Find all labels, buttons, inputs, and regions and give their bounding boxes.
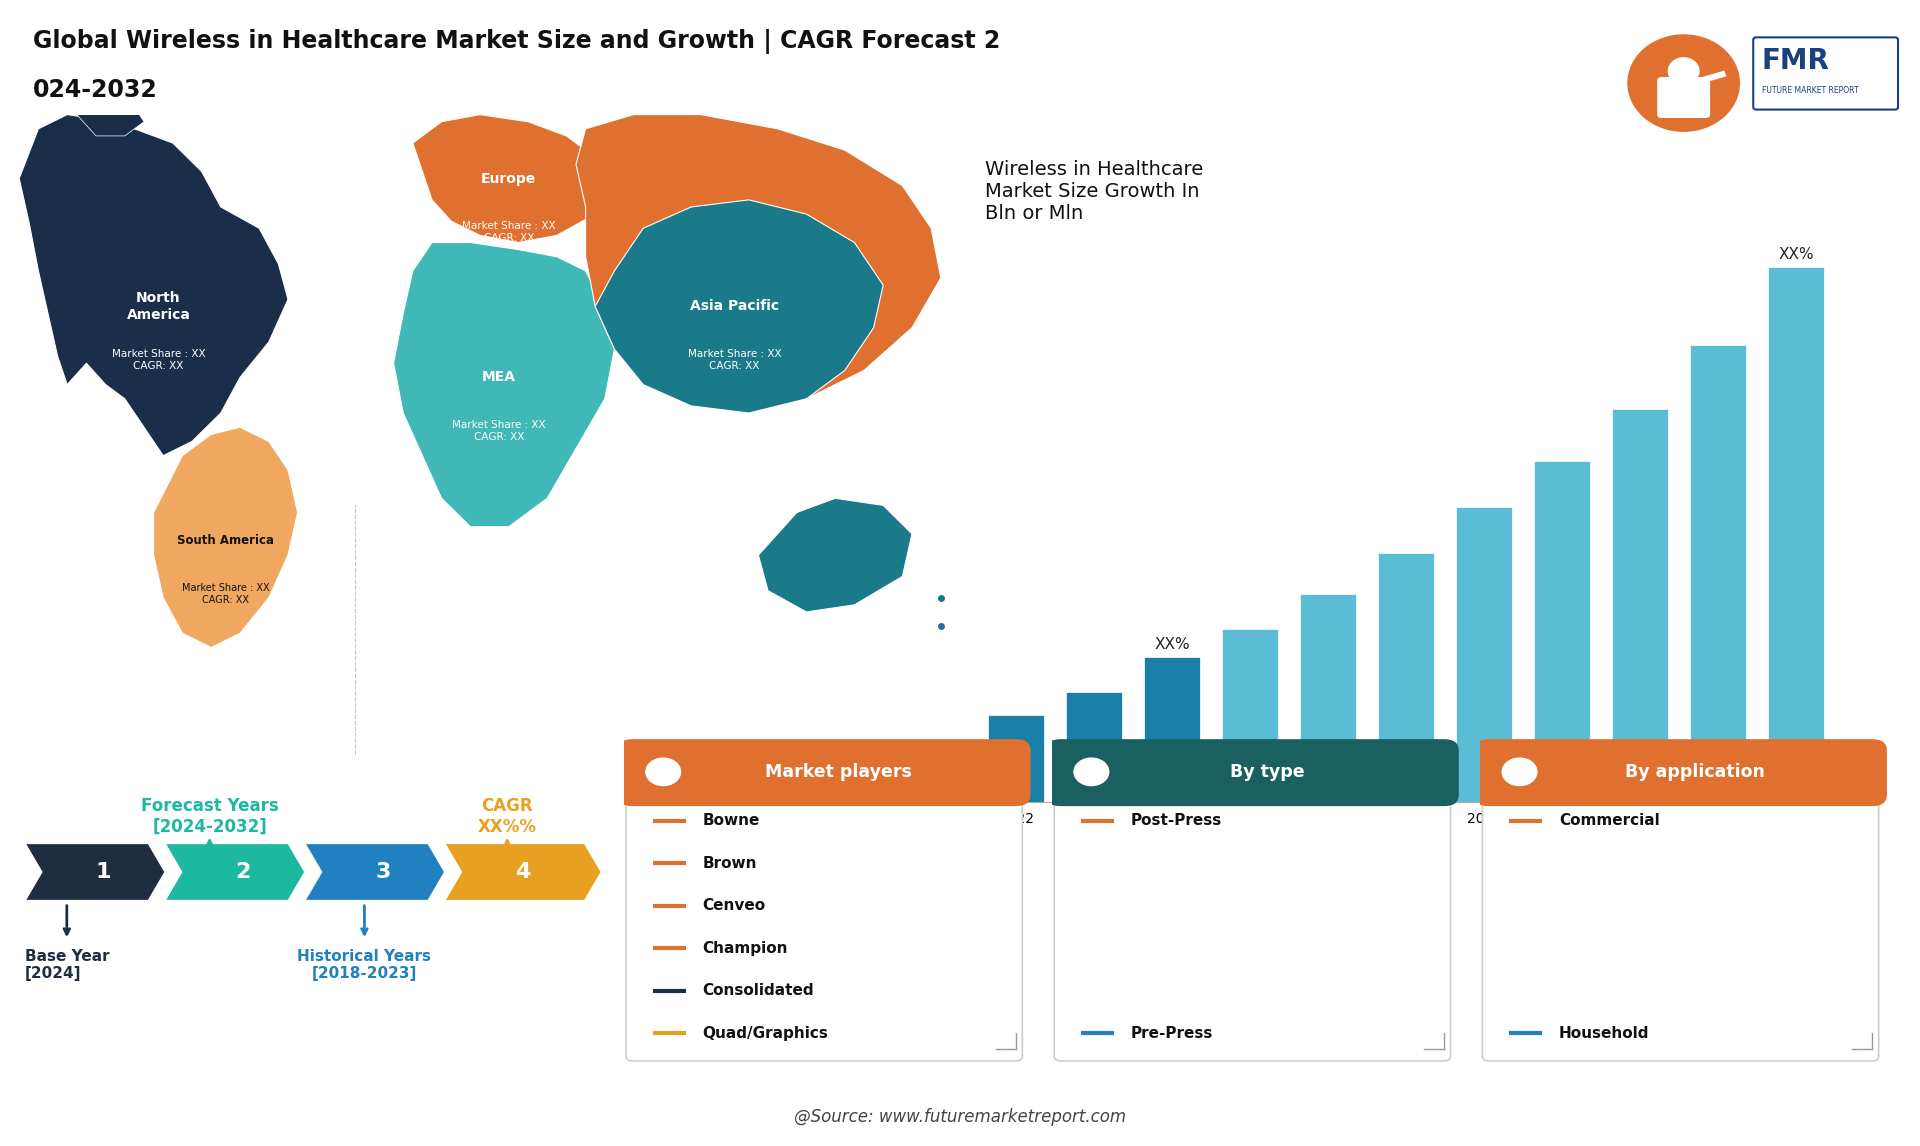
Bar: [1066, 692, 1123, 802]
Circle shape: [1073, 759, 1108, 785]
Text: Post-Press: Post-Press: [1131, 814, 1221, 829]
Bar: [1768, 267, 1824, 802]
FancyBboxPatch shape: [1046, 739, 1459, 806]
Text: FMR: FMR: [1763, 47, 1830, 76]
Text: CAGR
XX%%: CAGR XX%%: [478, 798, 538, 837]
Text: By type: By type: [1229, 763, 1304, 780]
Text: Consolidated: Consolidated: [703, 983, 814, 998]
Text: By application: By application: [1624, 763, 1764, 780]
FancyBboxPatch shape: [626, 800, 1021, 1061]
FancyBboxPatch shape: [1482, 800, 1878, 1061]
Polygon shape: [165, 843, 305, 901]
Bar: [989, 715, 1044, 802]
Polygon shape: [305, 843, 445, 901]
FancyBboxPatch shape: [1054, 800, 1450, 1061]
Text: 1: 1: [96, 862, 111, 882]
Polygon shape: [154, 427, 298, 647]
Bar: [1300, 594, 1356, 802]
FancyArrow shape: [1699, 71, 1726, 84]
Polygon shape: [758, 499, 912, 612]
Bar: [1144, 658, 1200, 802]
Text: Market Share : XX
CAGR: XX: Market Share : XX CAGR: XX: [453, 419, 545, 441]
Polygon shape: [394, 243, 614, 527]
Text: 4: 4: [515, 862, 530, 882]
Polygon shape: [413, 115, 614, 243]
Text: @Source: www.futuremarketreport.com: @Source: www.futuremarketreport.com: [795, 1108, 1125, 1127]
Text: Cenveo: Cenveo: [703, 898, 766, 913]
Text: Asia Pacific: Asia Pacific: [689, 299, 780, 314]
Text: Commercial: Commercial: [1559, 814, 1659, 829]
Text: Base Year
[2024]: Base Year [2024]: [25, 949, 109, 981]
Text: Champion: Champion: [703, 941, 787, 956]
Bar: [1379, 554, 1434, 802]
Text: Forecast Years
[2024-2032]: Forecast Years [2024-2032]: [140, 798, 278, 837]
FancyBboxPatch shape: [618, 739, 1031, 806]
Text: 3: 3: [376, 862, 392, 882]
FancyBboxPatch shape: [1475, 739, 1887, 806]
Text: XX%: XX%: [1778, 246, 1814, 261]
Bar: [1534, 461, 1590, 802]
Polygon shape: [25, 843, 165, 901]
Text: Brown: Brown: [703, 856, 756, 871]
Text: Market Share : XX
CAGR: XX: Market Share : XX CAGR: XX: [687, 348, 781, 370]
Polygon shape: [595, 199, 883, 413]
Text: South America: South America: [177, 534, 275, 548]
Text: Household: Household: [1559, 1026, 1649, 1041]
Text: Historical Years
[2018-2023]: Historical Years [2018-2023]: [298, 949, 432, 981]
Text: XX%: XX%: [1154, 637, 1190, 652]
Text: 2: 2: [236, 862, 252, 882]
Text: North
America: North America: [127, 291, 190, 322]
Text: Market Share : XX
CAGR: XX: Market Share : XX CAGR: XX: [111, 348, 205, 370]
FancyBboxPatch shape: [1657, 77, 1711, 118]
Text: Quad/Graphics: Quad/Graphics: [703, 1026, 828, 1041]
Bar: [1690, 345, 1747, 802]
Text: Europe: Europe: [482, 172, 536, 186]
Polygon shape: [576, 115, 941, 413]
Circle shape: [645, 759, 680, 785]
Polygon shape: [77, 101, 144, 136]
Circle shape: [1628, 34, 1740, 132]
Text: Global Wireless in Healthcare Market Size and Growth | CAGR Forecast 2: Global Wireless in Healthcare Market Siz…: [33, 29, 1000, 54]
Text: Market players: Market players: [766, 763, 912, 780]
Text: Market Share : XX
CAGR: XX: Market Share : XX CAGR: XX: [463, 221, 555, 243]
Text: 024-2032: 024-2032: [33, 78, 157, 102]
Text: Market Share : XX
CAGR: XX: Market Share : XX CAGR: XX: [182, 583, 269, 605]
Bar: [1455, 507, 1513, 802]
Text: FUTURE MARKET REPORT: FUTURE MARKET REPORT: [1763, 86, 1859, 95]
Bar: [1613, 409, 1668, 802]
Text: Bowne: Bowne: [703, 814, 760, 829]
Text: Pre-Press: Pre-Press: [1131, 1026, 1213, 1041]
Polygon shape: [19, 115, 288, 456]
Polygon shape: [445, 843, 601, 901]
Bar: [1223, 628, 1279, 802]
Circle shape: [1668, 57, 1699, 85]
Circle shape: [1501, 759, 1536, 785]
Text: Wireless in Healthcare
Market Size Growth In
Bln or Mln: Wireless in Healthcare Market Size Growt…: [985, 159, 1204, 222]
Text: MEA: MEA: [482, 370, 516, 385]
